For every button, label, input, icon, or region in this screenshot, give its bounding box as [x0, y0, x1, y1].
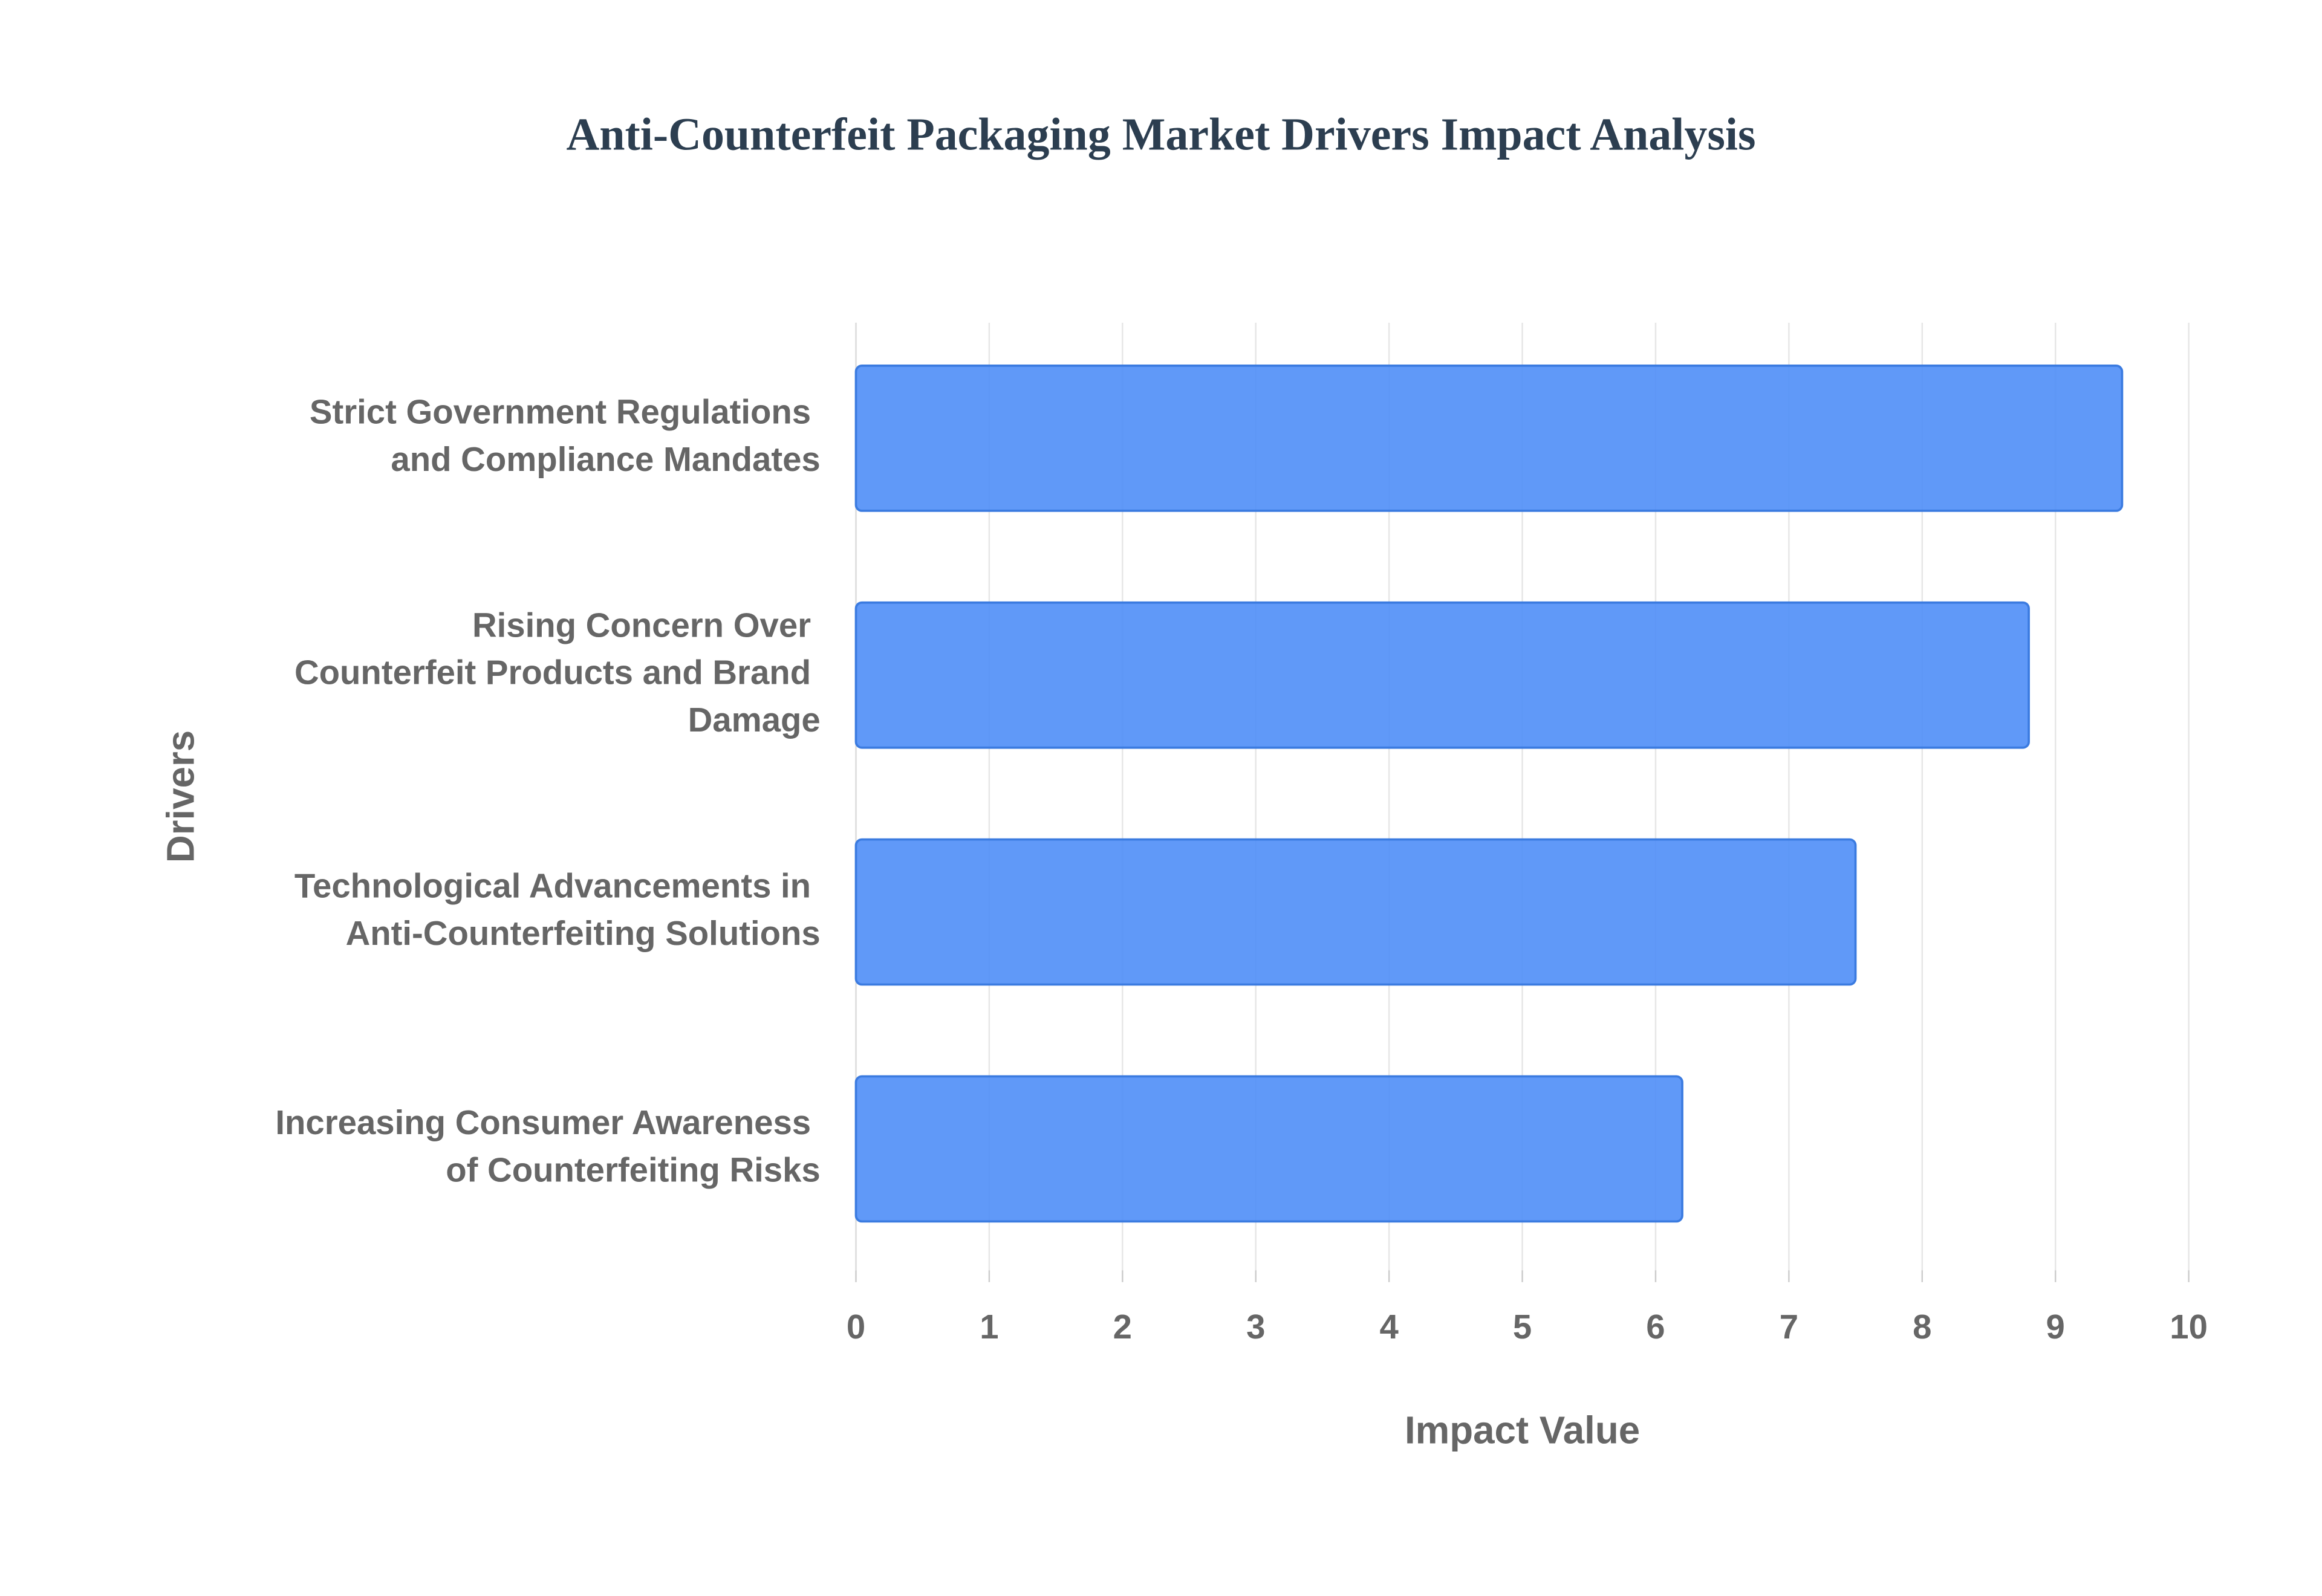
y-tick-label: Increasing Consumer Awareness of Counter…	[275, 1103, 820, 1189]
x-tick-label: 7	[1780, 1308, 1798, 1346]
x-tick-label: 5	[1513, 1308, 1532, 1346]
x-tick-label: 4	[1379, 1308, 1399, 1346]
x-tick-label: 8	[1913, 1308, 1931, 1346]
bar	[854, 838, 1857, 986]
bar	[854, 1075, 1683, 1223]
bar	[854, 601, 2030, 749]
x-tick-label: 6	[1646, 1308, 1665, 1346]
x-tick-label: 3	[1246, 1308, 1265, 1346]
x-tick-label: 10	[2170, 1308, 2208, 1346]
y-tick-label: Technological Advancements in Anti-Count…	[294, 866, 821, 952]
x-tick-label: 0	[847, 1308, 865, 1346]
x-tick-label: 2	[1113, 1308, 1132, 1346]
y-tick-label: Strict Government Regulations and Compli…	[310, 393, 821, 478]
bar	[854, 365, 2124, 512]
y-tick-label: Rising Concern Over Counterfeit Products…	[294, 606, 821, 739]
y-axis-title: Drivers	[159, 730, 202, 863]
x-tick-label: 1	[980, 1308, 998, 1346]
x-tick-label: 9	[2046, 1308, 2065, 1346]
chart-title: Anti-Counterfeit Packaging Market Driver…	[566, 109, 1755, 160]
x-axis-title: Impact Value	[1405, 1409, 1640, 1452]
